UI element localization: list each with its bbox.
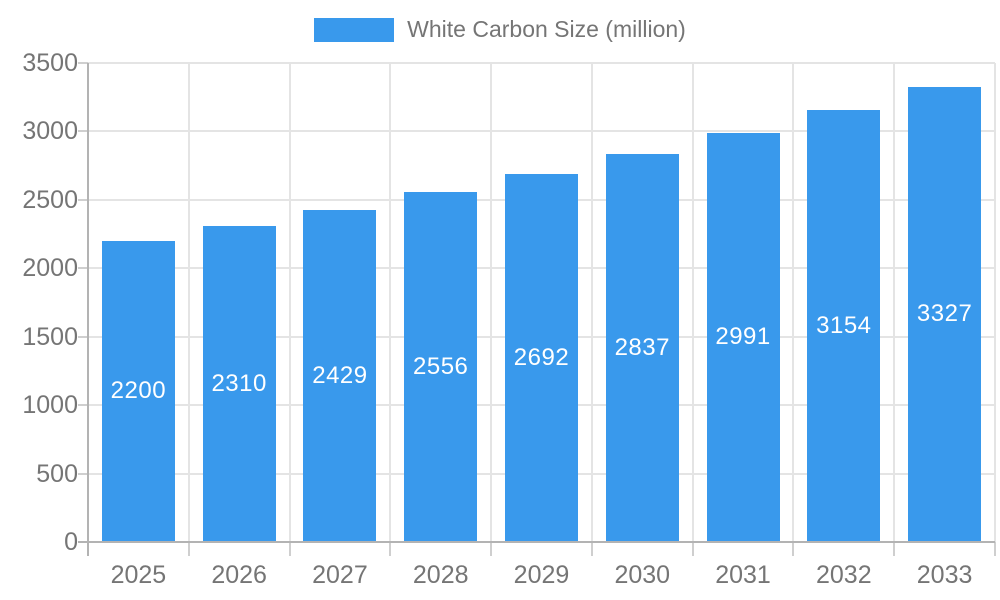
gridline-vertical <box>490 63 493 542</box>
x-axis-tick <box>590 542 593 556</box>
x-axis-tick <box>893 542 896 556</box>
gridline-vertical <box>792 63 795 542</box>
x-axis-tick <box>490 542 493 556</box>
y-axis-labels: 0 500 1000 1500 2000 2500 3000 3500 <box>0 0 78 600</box>
x-axis-tick-label: 2029 <box>513 561 570 589</box>
x-axis-tick-label: 2030 <box>614 561 671 589</box>
bar-value-label: 2837 <box>614 333 670 361</box>
x-axis-tick <box>187 542 190 556</box>
y-axis-tick <box>78 130 88 133</box>
y-axis-tick-label: 2000 <box>22 254 78 283</box>
chart-legend[interactable]: White Carbon Size (million) <box>0 16 1000 43</box>
y-axis-tick <box>78 198 88 201</box>
y-axis-tick <box>78 404 88 407</box>
legend-label: White Carbon Size (million) <box>407 16 686 42</box>
x-axis-tick-label: 2027 <box>312 561 368 589</box>
x-axis-tick-label: 2028 <box>412 561 469 589</box>
gridline-vertical <box>187 63 190 542</box>
x-axis-tick-label: 2031 <box>715 561 771 589</box>
gridline-vertical <box>288 63 291 542</box>
x-axis-labels: 2025 2026 2027 2028 2029 2030 2031 2032 2033 <box>88 558 995 592</box>
x-axis-tick <box>994 542 996 556</box>
y-axis-tick <box>78 472 88 475</box>
x-axis-tick-label: 2026 <box>211 561 267 589</box>
bar[interactable]: 3327 <box>908 86 982 542</box>
x-axis-tick <box>288 542 291 556</box>
gridline-horizontal <box>88 62 995 64</box>
bar-value-label: 2991 <box>715 323 771 351</box>
x-axis-tick <box>792 542 795 556</box>
x-axis-tick-label: 2025 <box>110 561 167 589</box>
y-axis-tick <box>78 62 88 64</box>
x-axis-baseline <box>78 541 995 543</box>
y-axis-tick <box>78 335 88 338</box>
gridline-vertical <box>590 63 593 542</box>
x-axis-tick <box>389 542 392 556</box>
gridline-vertical <box>691 63 694 542</box>
x-axis-tick <box>691 542 694 556</box>
bar[interactable]: 2692 <box>505 173 578 542</box>
bar-value-label: 2692 <box>513 343 570 371</box>
gridline-vertical <box>994 63 996 542</box>
bar-value-label: 2556 <box>413 353 469 381</box>
bar[interactable]: 2310 <box>202 225 276 542</box>
y-axis-tick-label: 2500 <box>22 185 78 214</box>
bar[interactable]: 3154 <box>807 110 881 542</box>
gridline-vertical <box>389 63 392 542</box>
gridline-horizontal <box>88 130 995 133</box>
y-axis-tick-label: 500 <box>36 459 78 488</box>
bar[interactable]: 2556 <box>404 192 478 542</box>
bar[interactable]: 2837 <box>605 153 679 542</box>
y-axis-tick-label: 3500 <box>22 49 78 77</box>
y-axis-tick-label: 1500 <box>22 322 78 351</box>
bar-value-label: 3327 <box>916 300 973 328</box>
bar[interactable]: 2200 <box>101 240 175 542</box>
x-axis-tick-label: 2032 <box>816 561 872 589</box>
gridline-vertical <box>893 63 896 542</box>
y-axis-tick <box>78 267 88 270</box>
bar[interactable]: 2991 <box>706 132 780 542</box>
x-axis-tick-label: 2033 <box>916 561 973 589</box>
y-axis-line <box>87 63 89 556</box>
bar-value-label: 2429 <box>312 361 368 389</box>
bar-value-label: 3154 <box>816 312 872 340</box>
y-axis-tick-label: 3000 <box>22 117 78 146</box>
bar-value-label: 2200 <box>110 377 167 405</box>
bar-value-label: 2310 <box>211 369 267 397</box>
legend-swatch <box>314 17 395 42</box>
bar[interactable]: 2429 <box>303 209 377 542</box>
y-axis-tick-label: 0 <box>64 528 78 556</box>
y-axis-tick-label: 1000 <box>22 391 78 420</box>
plot-area: 2200 2310 2429 2556 2692 2837 2991 3154 3327 <box>78 62 996 556</box>
